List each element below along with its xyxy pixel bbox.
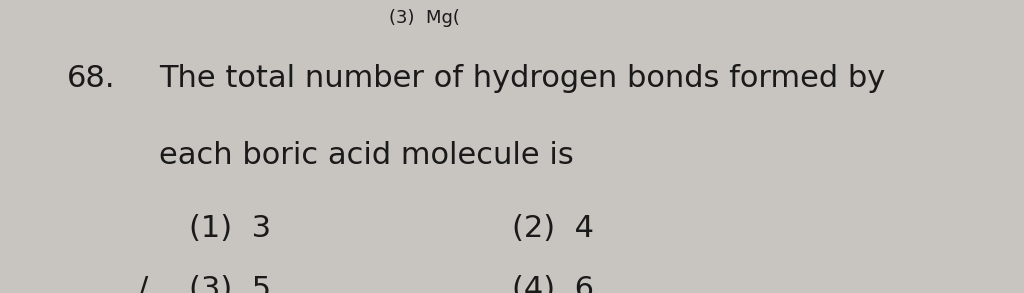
Text: /: / bbox=[138, 275, 148, 293]
Text: (3)  5: (3) 5 bbox=[189, 275, 271, 293]
Text: The total number of hydrogen bonds formed by: The total number of hydrogen bonds forme… bbox=[159, 64, 885, 93]
Text: (1)  3: (1) 3 bbox=[189, 214, 271, 243]
Text: each boric acid molecule is: each boric acid molecule is bbox=[159, 141, 573, 170]
Text: (3)  Mg(: (3) Mg( bbox=[389, 9, 460, 27]
Text: 68.: 68. bbox=[67, 64, 115, 93]
Text: (2)  4: (2) 4 bbox=[512, 214, 594, 243]
Text: (4)  6: (4) 6 bbox=[512, 275, 594, 293]
